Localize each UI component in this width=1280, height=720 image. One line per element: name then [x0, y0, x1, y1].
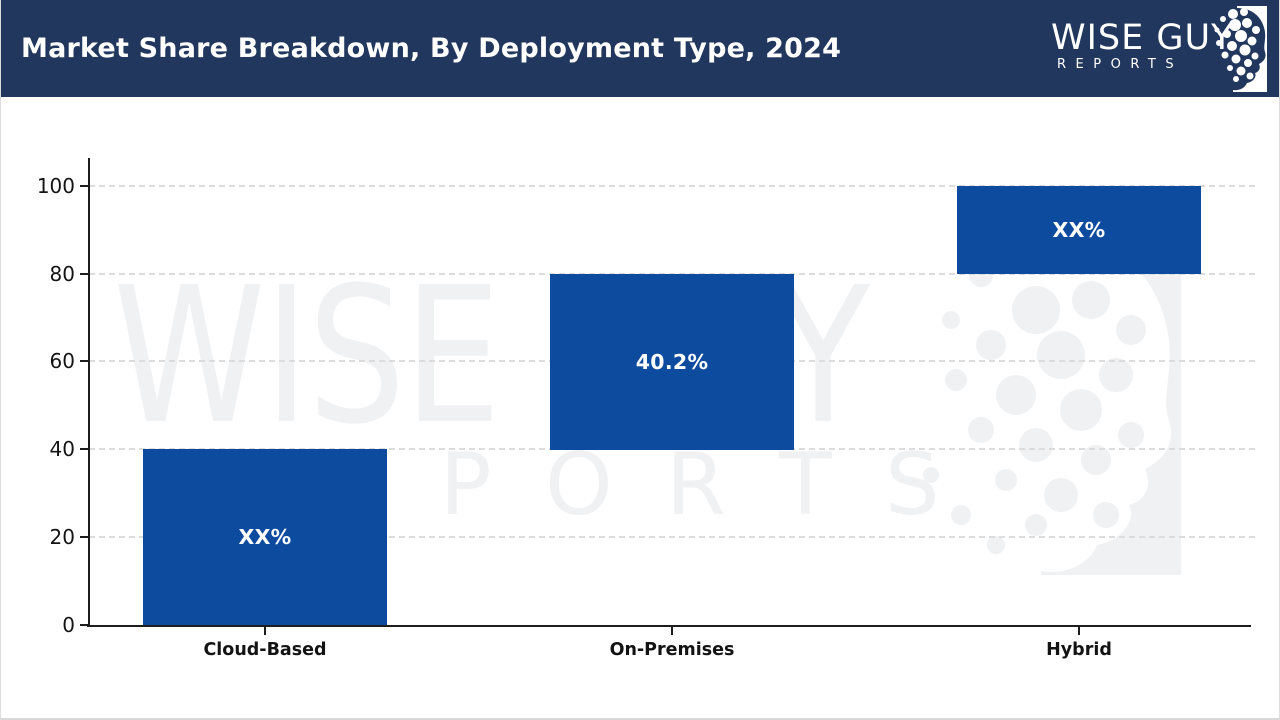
- y-tick-mark: [80, 536, 89, 538]
- bar-cloud-based: XX%: [143, 449, 387, 625]
- x-category-label-cloud-based: Cloud-Based: [203, 640, 327, 660]
- bar-on-premises: 40.2%: [550, 274, 794, 450]
- x-axis-line: [87, 625, 1251, 627]
- x-tick-mark: [671, 627, 673, 635]
- logo-head-icon: [1214, 6, 1267, 92]
- y-tick-label: 20: [49, 525, 75, 549]
- watermark-head-icon: [923, 225, 1181, 575]
- y-tick-label: 80: [49, 262, 75, 286]
- x-tick-mark: [264, 627, 266, 635]
- gridline-20: [89, 536, 1255, 538]
- y-tick-mark: [80, 448, 89, 450]
- y-tick-label: 100: [36, 174, 75, 198]
- header-bar: Market Share Breakdown, By Deployment Ty…: [1, 0, 1279, 97]
- y-tick-label: 60: [49, 349, 75, 373]
- page-title: Market Share Breakdown, By Deployment Ty…: [21, 33, 842, 64]
- y-tick-label: 40: [49, 437, 75, 461]
- x-category-label-on-premises: On-Premises: [609, 640, 735, 660]
- y-axis-line: [88, 158, 90, 627]
- y-tick-label: 0: [62, 613, 75, 637]
- brand-logo: WISE GUY REPORTS: [1029, 0, 1269, 97]
- bar-value-label: XX%: [238, 525, 292, 549]
- logo-wordmark: WISE GUY: [1051, 18, 1234, 58]
- y-tick-mark: [80, 360, 89, 362]
- bar-hybrid: XX%: [957, 186, 1201, 274]
- x-tick-mark: [1078, 627, 1080, 635]
- y-tick-mark: [80, 185, 89, 187]
- y-tick-mark: [80, 273, 89, 275]
- x-category-label-hybrid: Hybrid: [1046, 640, 1112, 660]
- bar-value-label: 40.2%: [635, 350, 709, 374]
- bar-value-label: XX%: [1052, 218, 1106, 242]
- logo-subtitle: REPORTS: [1057, 57, 1184, 72]
- gridline-100: [89, 185, 1255, 187]
- y-tick-mark: [80, 624, 89, 626]
